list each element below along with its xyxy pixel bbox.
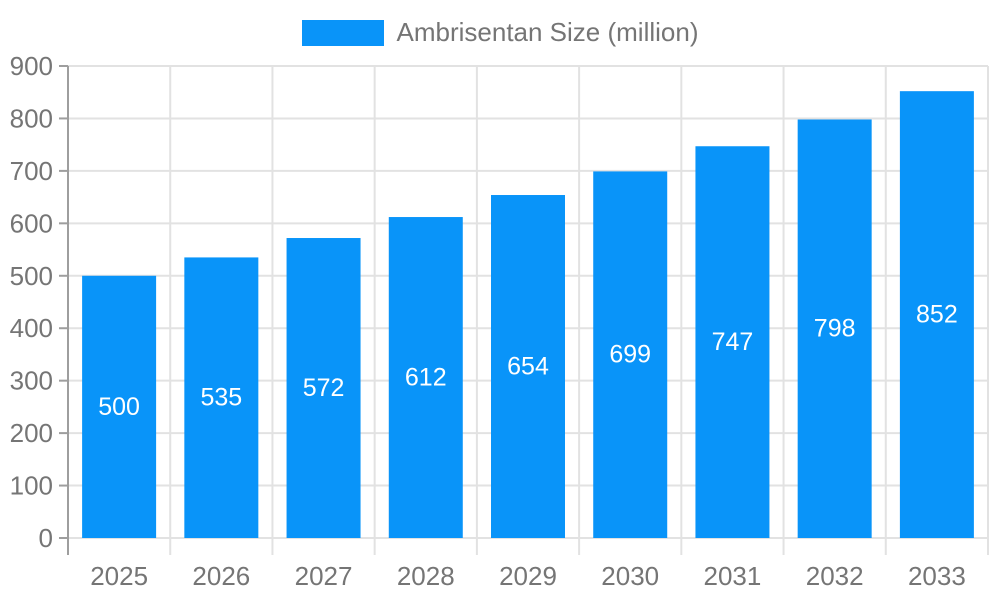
x-tick-label: 2030 <box>601 561 659 591</box>
bar-value-label: 535 <box>200 384 242 412</box>
bar-2028[interactable] <box>388 217 463 539</box>
bar-2032[interactable] <box>797 119 872 538</box>
y-tick-label: 900 <box>10 51 53 81</box>
x-tick-label: 2029 <box>499 561 557 591</box>
x-tick-label: 2033 <box>908 561 966 591</box>
bar-value-label: 798 <box>814 315 856 343</box>
y-tick-label: 200 <box>10 418 53 448</box>
legend[interactable]: Ambrisentan Size (million) <box>0 17 1000 48</box>
bar-value-label: 852 <box>916 301 958 329</box>
y-tick-label: 400 <box>10 313 53 343</box>
bar-2033[interactable] <box>899 91 974 538</box>
x-tick-label: 2027 <box>295 561 353 591</box>
bar-2030[interactable] <box>593 171 668 538</box>
bar-value-label: 747 <box>712 328 754 356</box>
x-tick-label: 2032 <box>806 561 864 591</box>
x-tick-label: 2026 <box>192 561 250 591</box>
bar-value-label: 654 <box>507 353 549 381</box>
y-tick-label: 500 <box>10 261 53 291</box>
x-tick-label: 2028 <box>397 561 455 591</box>
bar-2029[interactable] <box>491 195 565 538</box>
y-tick-label: 700 <box>10 156 53 186</box>
x-tick-label: 2031 <box>704 561 762 591</box>
y-tick-label: 300 <box>10 366 53 396</box>
bar-value-label: 500 <box>98 393 140 421</box>
bar-2031[interactable] <box>695 146 770 539</box>
y-tick-label: 800 <box>10 103 53 133</box>
legend-label: Ambrisentan Size (million) <box>396 17 699 47</box>
bar-2025[interactable] <box>82 275 157 538</box>
bar-2027[interactable] <box>286 238 361 539</box>
y-tick-label: 600 <box>10 208 53 238</box>
bar-value-label: 572 <box>303 374 345 402</box>
bar-2026[interactable] <box>184 257 259 538</box>
x-tick-label: 2025 <box>90 561 148 591</box>
bar-value-label: 699 <box>609 341 651 369</box>
y-tick-label: 0 <box>39 523 53 553</box>
y-tick-label: 100 <box>10 471 53 501</box>
bar-value-label: 612 <box>405 364 447 392</box>
legend-swatch <box>301 19 384 46</box>
